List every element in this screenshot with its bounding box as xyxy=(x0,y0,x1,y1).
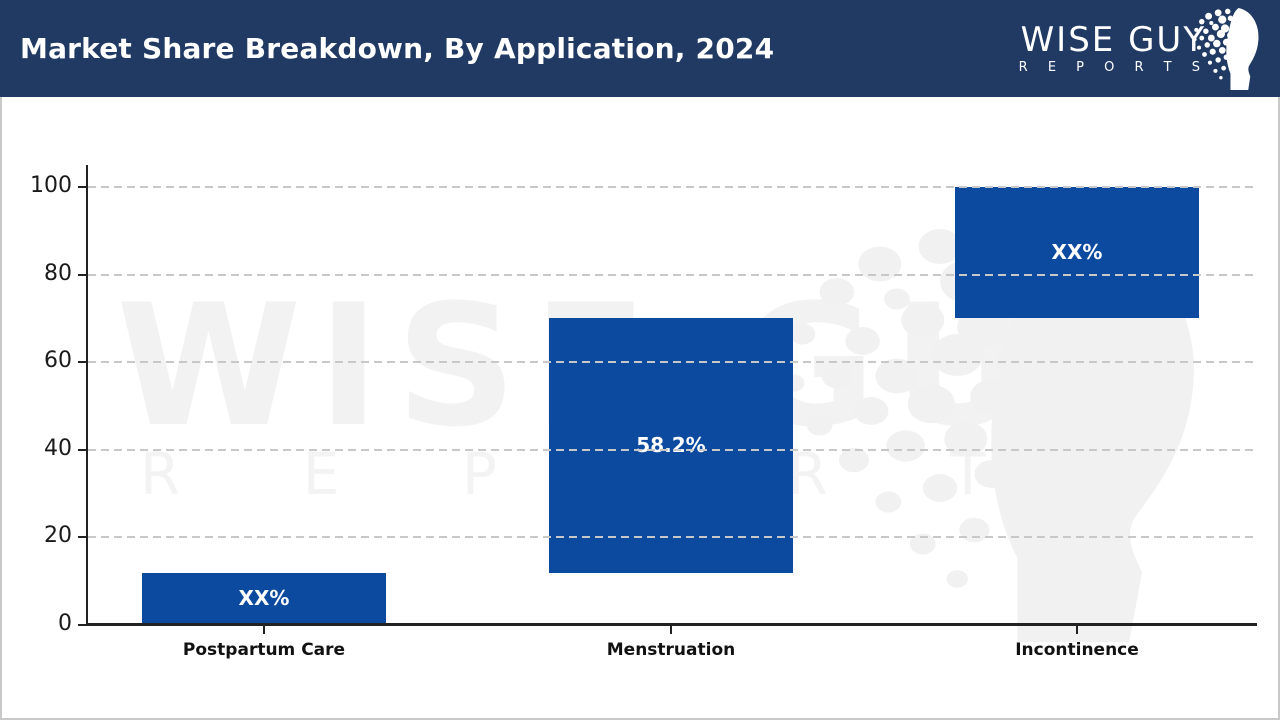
y-tick-label: 0 xyxy=(58,611,72,636)
y-tick xyxy=(78,448,88,451)
y-tick-label: 100 xyxy=(30,173,72,198)
bar: XX% xyxy=(142,573,386,625)
bar-value-label: 58.2% xyxy=(636,432,706,457)
y-tick xyxy=(78,273,88,276)
grid-line xyxy=(88,186,1257,188)
wiseguy-logo: WISE GUY R E P O R T S xyxy=(1019,6,1268,92)
bar: 58.2% xyxy=(549,318,793,574)
x-tick xyxy=(263,625,265,634)
bar-value-label: XX% xyxy=(238,586,290,611)
y-tick-label: 60 xyxy=(44,348,72,374)
wiseguy-face-icon xyxy=(1193,8,1259,90)
x-tick xyxy=(1076,625,1078,634)
y-axis xyxy=(86,165,88,625)
wiseguy-logo-text: WISE GUY R E P O R T S xyxy=(1018,19,1208,76)
logo-wordmark: WISE GUY xyxy=(1020,19,1207,60)
x-category-label: Menstruation xyxy=(606,640,736,660)
bar: XX% xyxy=(955,187,1199,319)
chart-title: Market Share Breakdown, By Application, … xyxy=(20,32,775,65)
y-tick xyxy=(78,186,88,188)
logo-subtitle: R E P O R T S xyxy=(1018,60,1208,76)
y-tick-label: 80 xyxy=(44,260,72,286)
grid-line xyxy=(88,536,1257,539)
header-bar: Market Share Breakdown, By Application, … xyxy=(0,0,1280,97)
grid-line xyxy=(88,273,1257,276)
x-tick xyxy=(670,625,672,634)
y-tick-label: 40 xyxy=(44,435,72,461)
y-tick xyxy=(78,624,88,626)
y-tick-label: 20 xyxy=(44,523,72,549)
bar-value-label: XX% xyxy=(1051,239,1103,264)
x-category-label: Postpartum Care xyxy=(182,640,346,660)
y-tick xyxy=(78,536,88,539)
grid-line xyxy=(88,361,1257,364)
grid-line xyxy=(88,448,1257,451)
x-category-label: Incontinence xyxy=(1015,640,1139,660)
x-axis xyxy=(86,623,1257,626)
y-tick xyxy=(78,361,88,364)
